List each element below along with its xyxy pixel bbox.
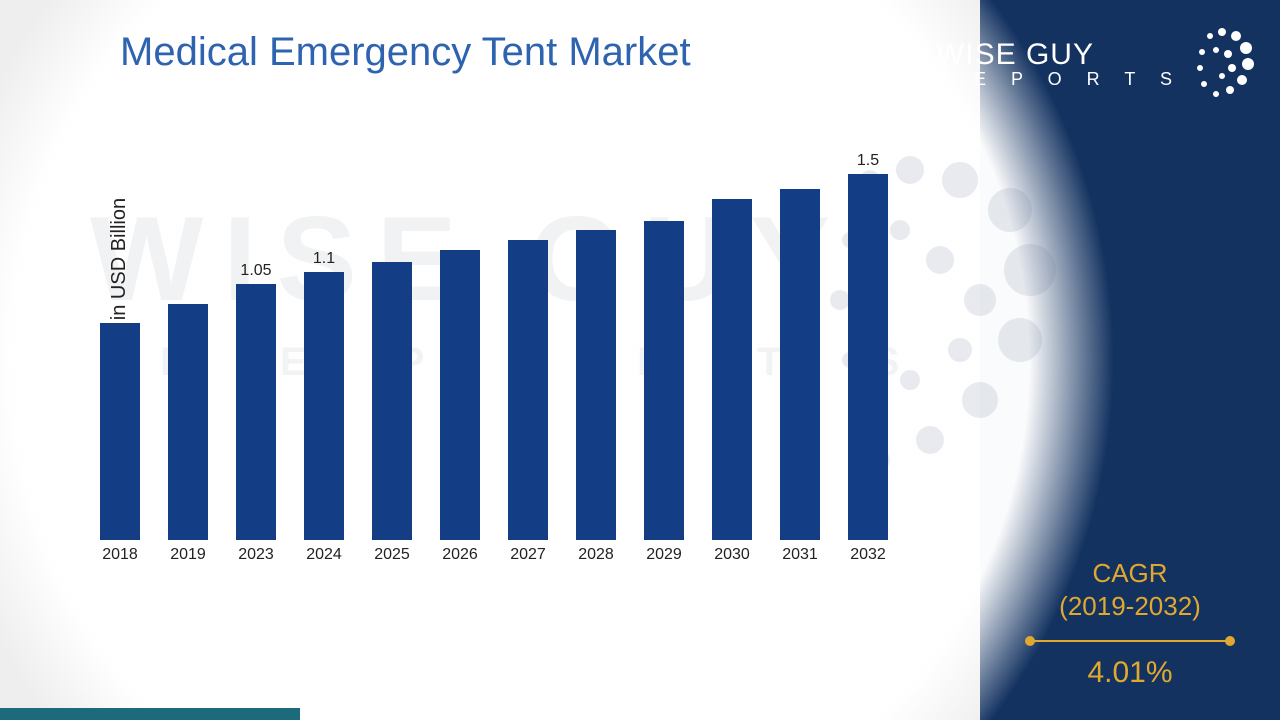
bar <box>712 199 752 540</box>
bar-value-label: 1.05 <box>240 262 271 280</box>
bar-slot: 1.05 <box>222 284 290 540</box>
x-tick-label: 2024 <box>290 540 358 580</box>
brand-logo: WISE GUY R E P O R T S <box>936 24 1256 104</box>
bar-slot <box>562 230 630 540</box>
bar-slot <box>766 189 834 540</box>
bar <box>440 250 480 540</box>
bar <box>100 323 140 540</box>
x-tick-label: 2032 <box>834 540 902 580</box>
bar <box>508 240 548 540</box>
cagr-label: CAGR <box>980 558 1280 589</box>
bar <box>848 174 888 540</box>
x-tick-label: 2029 <box>630 540 698 580</box>
page-root: WISE GUY R E P O R T S Medical Emergency… <box>0 0 1280 720</box>
x-tick-label: 2023 <box>222 540 290 580</box>
cagr-block: CAGR (2019-2032) 4.01% <box>980 558 1280 690</box>
x-tick-label: 2030 <box>698 540 766 580</box>
bar-slot: 1.1 <box>290 272 358 540</box>
bar <box>644 221 684 540</box>
bar-slot <box>698 199 766 540</box>
bar <box>168 304 208 540</box>
cagr-divider <box>1030 640 1230 642</box>
x-tick-label: 2031 <box>766 540 834 580</box>
plot-area: 1.051.11.5 <box>86 150 902 540</box>
bar <box>236 284 276 540</box>
page-title: Medical Emergency Tent Market <box>120 30 691 75</box>
x-tick-label: 2018 <box>86 540 154 580</box>
bar-slot <box>86 323 154 540</box>
x-tick-label: 2027 <box>494 540 562 580</box>
bar-value-label: 1.5 <box>857 152 879 170</box>
bar <box>780 189 820 540</box>
bar-value-label: 1.1 <box>313 250 335 268</box>
logo-head-icon <box>1192 24 1256 104</box>
cagr-value: 4.01% <box>980 656 1280 690</box>
x-tick-label: 2019 <box>154 540 222 580</box>
bar <box>304 272 344 540</box>
bar-slot <box>154 304 222 540</box>
logo-line1: WISE GUY <box>936 39 1182 71</box>
bars-container: 1.051.11.5 <box>86 150 902 540</box>
bottom-accent-bar <box>0 708 300 720</box>
bar <box>372 262 412 540</box>
bar-slot <box>426 250 494 540</box>
bar-slot <box>494 240 562 540</box>
x-tick-label: 2028 <box>562 540 630 580</box>
bar <box>576 230 616 540</box>
bar-slot: 1.5 <box>834 174 902 540</box>
x-tick-label: 2026 <box>426 540 494 580</box>
x-axis-ticks: 2018201920232024202520262027202820292030… <box>86 540 902 580</box>
bar-slot <box>358 262 426 540</box>
cagr-range: (2019-2032) <box>980 591 1280 622</box>
logo-line2: R E P O R T S <box>936 70 1182 89</box>
x-tick-label: 2025 <box>358 540 426 580</box>
bar-chart: Market Value in USD Billion 1.051.11.5 2… <box>72 150 902 580</box>
bar-slot <box>630 221 698 540</box>
